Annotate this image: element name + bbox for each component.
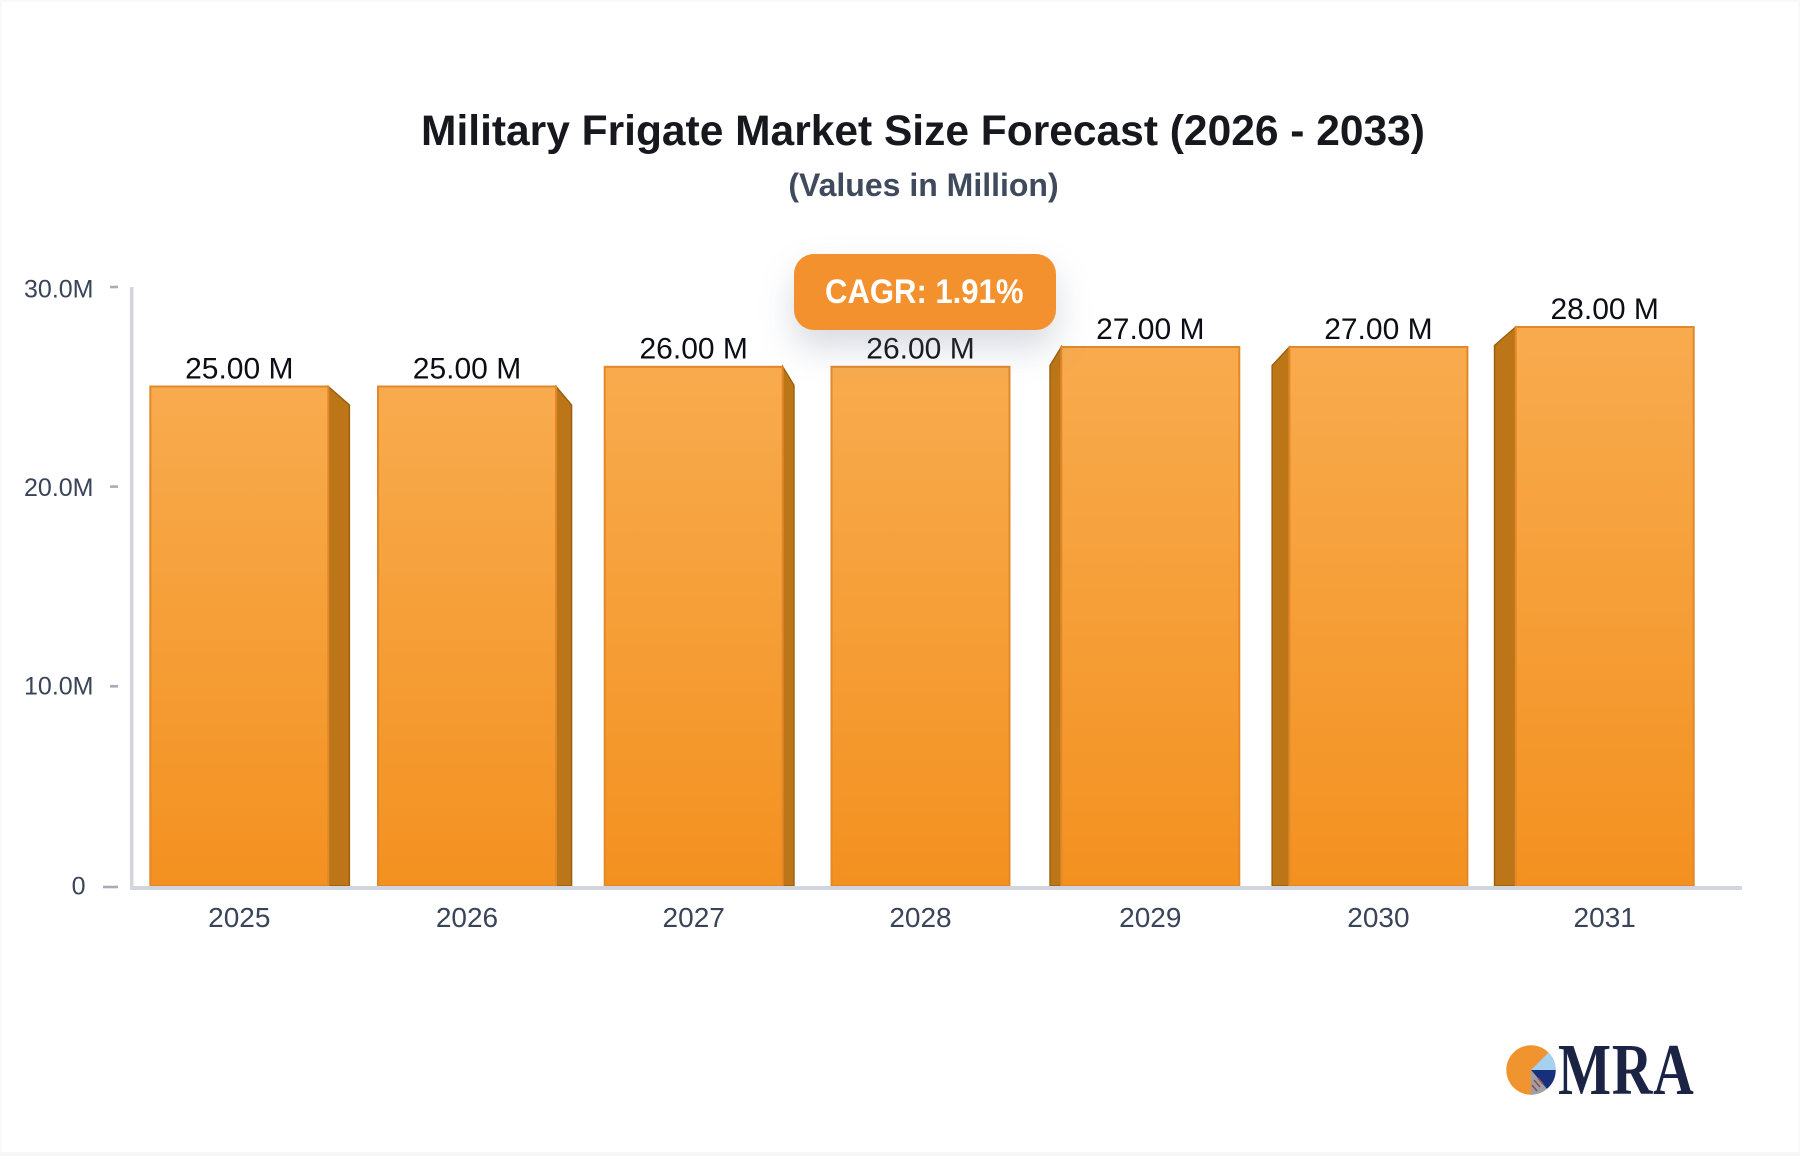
svg-text:2029: 2029	[1119, 902, 1181, 933]
svg-text:2025: 2025	[208, 902, 270, 933]
svg-text:2027: 2027	[663, 902, 725, 933]
svg-text:2030: 2030	[1347, 902, 1409, 933]
svg-text:25.00 M: 25.00 M	[413, 352, 521, 385]
svg-text:28.00 M: 28.00 M	[1550, 293, 1658, 326]
svg-text:2028: 2028	[889, 902, 951, 933]
svg-text:27.00 M: 27.00 M	[1324, 313, 1432, 346]
svg-text:30.0M: 30.0M	[24, 276, 93, 304]
svg-text:20.0M: 20.0M	[24, 474, 93, 502]
svg-text:2031: 2031	[1574, 902, 1636, 933]
svg-text:26.00 M: 26.00 M	[639, 333, 747, 366]
svg-text:27.00 M: 27.00 M	[1096, 313, 1204, 346]
svg-text:26.00 M: 26.00 M	[866, 333, 974, 366]
svg-text:0: 0	[72, 873, 86, 901]
svg-text:25.00 M: 25.00 M	[185, 352, 293, 385]
svg-text:2026: 2026	[436, 902, 498, 933]
svg-text:10.0M: 10.0M	[24, 673, 93, 701]
